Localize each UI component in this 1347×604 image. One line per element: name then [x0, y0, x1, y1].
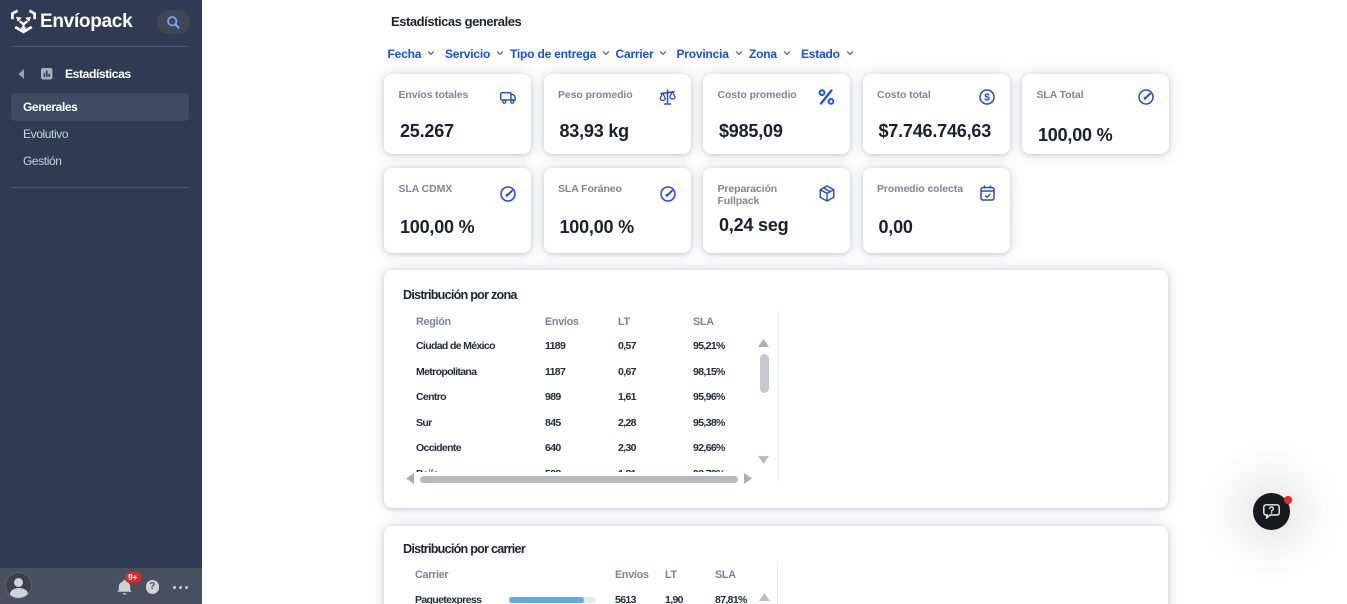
svg-text:$: $: [984, 92, 990, 104]
